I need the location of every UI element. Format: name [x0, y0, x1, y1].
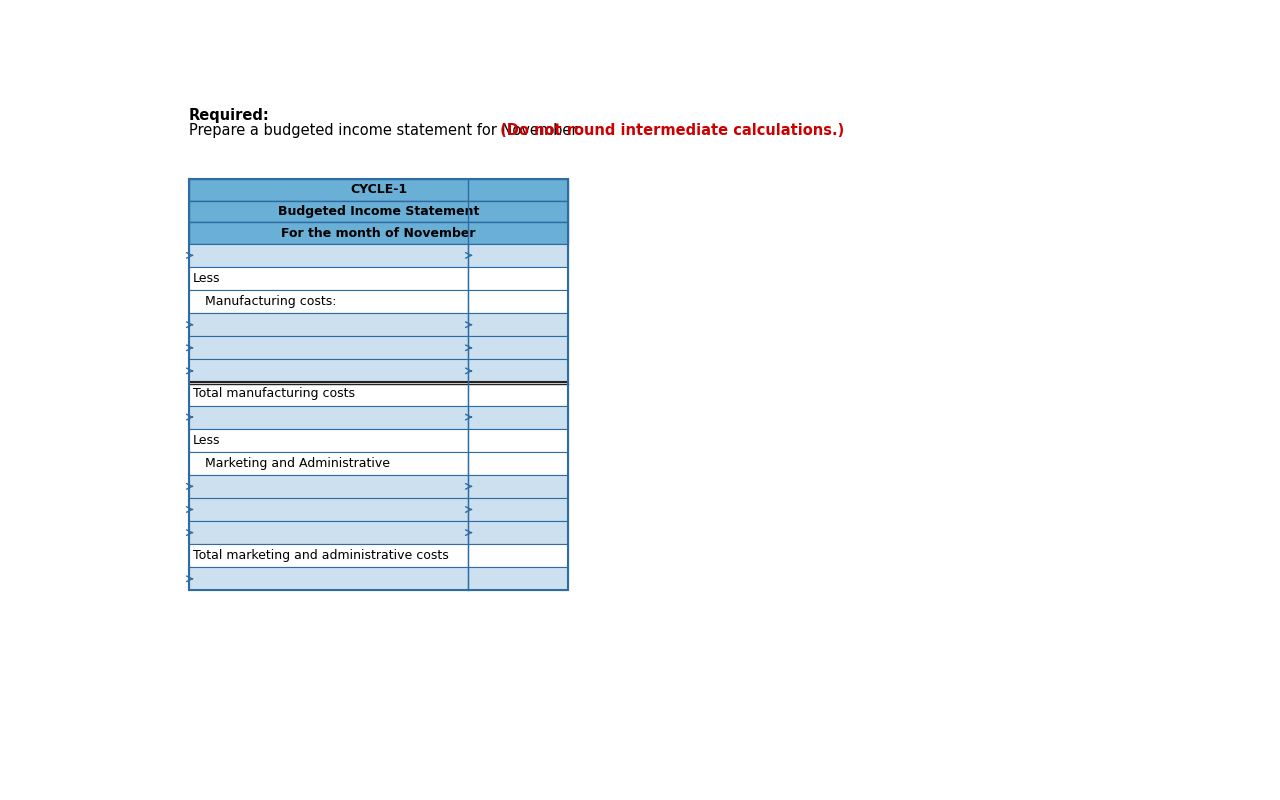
Text: Required:: Required: — [188, 107, 269, 122]
Text: Total marketing and administrative costs: Total marketing and administrative costs — [192, 549, 448, 562]
Text: Less: Less — [192, 434, 220, 446]
Text: Budgeted Income Statement: Budgeted Income Statement — [278, 205, 479, 218]
Bar — [188, 201, 568, 222]
Bar — [467, 452, 568, 475]
Text: (Do not round intermediate calculations.): (Do not round intermediate calculations.… — [495, 123, 844, 138]
Bar — [188, 359, 467, 382]
Bar — [467, 359, 568, 382]
Text: Manufacturing costs:: Manufacturing costs: — [192, 295, 337, 308]
Bar — [188, 475, 467, 498]
Bar — [188, 290, 467, 313]
Text: Marketing and Administrative: Marketing and Administrative — [192, 457, 389, 470]
Bar — [467, 567, 568, 590]
Bar — [467, 244, 568, 267]
Bar — [467, 290, 568, 313]
Text: For the month of November: For the month of November — [282, 226, 476, 239]
Bar — [188, 567, 467, 590]
Bar — [188, 521, 467, 544]
Bar — [188, 222, 568, 244]
Bar — [188, 313, 467, 336]
Bar — [467, 313, 568, 336]
Bar — [188, 267, 467, 290]
Bar — [188, 429, 467, 452]
Bar — [188, 498, 467, 521]
Bar — [188, 179, 568, 201]
Bar — [188, 382, 467, 406]
Bar — [188, 244, 467, 267]
Bar — [188, 406, 467, 429]
Bar — [467, 382, 568, 406]
Bar — [467, 498, 568, 521]
Bar — [188, 544, 467, 567]
Text: Total manufacturing costs: Total manufacturing costs — [192, 387, 355, 401]
Text: CYCLE-1: CYCLE-1 — [349, 183, 407, 197]
Bar — [467, 475, 568, 498]
Bar — [467, 406, 568, 429]
Text: Prepare a budgeted income statement for November.: Prepare a budgeted income statement for … — [188, 123, 581, 138]
Bar — [188, 452, 467, 475]
Bar — [467, 429, 568, 452]
Bar — [188, 179, 568, 590]
Bar — [467, 544, 568, 567]
Bar — [188, 336, 467, 359]
Bar — [467, 336, 568, 359]
Text: Less: Less — [192, 272, 220, 285]
Bar — [467, 267, 568, 290]
Bar — [467, 521, 568, 544]
